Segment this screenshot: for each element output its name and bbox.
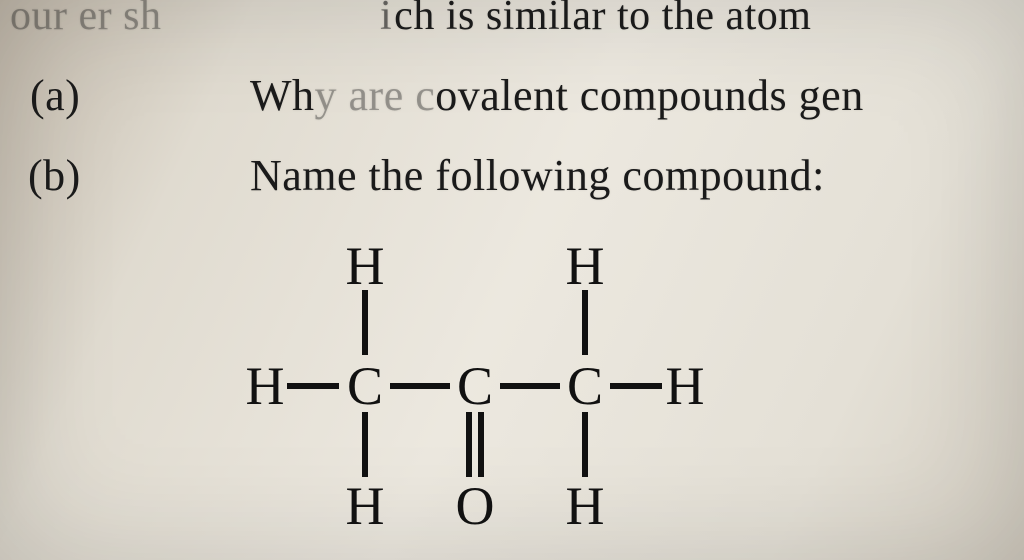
top-line-left-fragment: our er sh xyxy=(10,0,161,40)
item-a-text: Why are covalent compounds gen xyxy=(250,70,864,121)
atom-C3: C xyxy=(560,355,610,417)
item-a-label: (a) xyxy=(30,70,80,121)
bond-C2-C3 xyxy=(500,383,560,389)
atom-H-right: H xyxy=(660,355,710,417)
atom-C2: C xyxy=(450,355,500,417)
atom-H-bottom-left: H xyxy=(340,475,390,537)
item-a-faded: y are c xyxy=(315,71,436,120)
top-fragment-faded: our er sh xyxy=(10,0,161,39)
page-surface: our er sh ich is similar to the atom (a)… xyxy=(0,0,1024,560)
bond-C3-Hr xyxy=(610,383,662,389)
atom-H-bottom-right: H xyxy=(560,475,610,537)
bond-C2-O-b xyxy=(478,412,484,477)
bond-C1-Hbot xyxy=(362,412,368,477)
atom-H-left: H xyxy=(240,355,290,417)
top-line-right-fragment: ich is similar to the atom xyxy=(380,0,811,40)
bond-Hl-C1 xyxy=(287,383,339,389)
atom-C1: C xyxy=(340,355,390,417)
item-b-text: Name the following compound: xyxy=(250,150,825,201)
bond-C1-Htop xyxy=(362,290,368,355)
atom-O: O xyxy=(450,475,500,537)
item-b-label: (b) xyxy=(28,150,81,201)
item-a-prefix: Wh xyxy=(250,71,315,120)
bond-C3-Htop xyxy=(582,290,588,355)
atom-H-top-left: H xyxy=(340,235,390,297)
bond-C1-C2 xyxy=(390,383,450,389)
bond-C3-Hbot xyxy=(582,412,588,477)
item-a-suffix: ovalent compounds gen xyxy=(435,71,863,120)
chemical-structure: H H H C C C H H O H xyxy=(245,240,785,540)
atom-H-top-right: H xyxy=(560,235,610,297)
bond-C2-O-a xyxy=(466,412,472,477)
